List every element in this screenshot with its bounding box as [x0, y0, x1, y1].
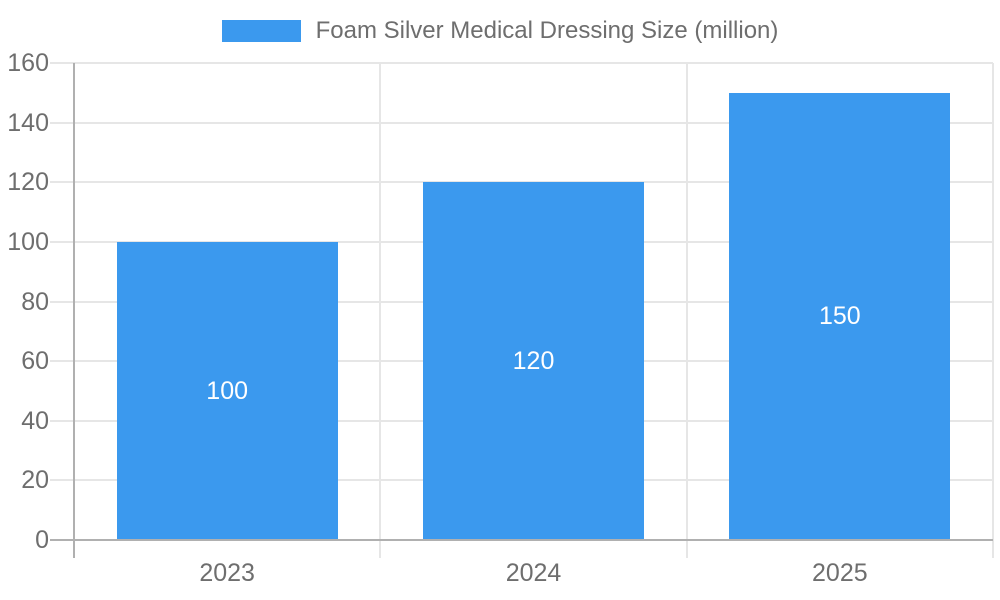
x-gridline-3 — [992, 63, 994, 558]
y-axis-tick-label: 160 — [7, 49, 49, 77]
legend-swatch[interactable] — [221, 20, 301, 42]
x-axis-tick-label: 2025 — [812, 559, 868, 587]
bar-value-label: 120 — [512, 347, 555, 376]
y-axis-line — [73, 63, 75, 558]
x-gridline-1 — [379, 63, 382, 558]
y-axis-tick-label: 0 — [35, 526, 49, 554]
bar-2023[interactable]: 100 — [116, 241, 338, 540]
bar-2025[interactable]: 150 — [729, 92, 951, 540]
legend-label: Foam Silver Medical Dressing Size (milli… — [315, 17, 779, 44]
y-axis-tick-label: 140 — [7, 108, 49, 137]
bar-2024[interactable]: 120 — [423, 182, 644, 540]
y-gridline-160 — [50, 62, 993, 64]
y-axis-tick-label: 100 — [7, 227, 49, 256]
y-axis-tick-label: 40 — [21, 406, 49, 435]
x-axis-line — [50, 539, 993, 541]
x-axis-tick-label: 2023 — [199, 559, 255, 587]
bar-value-label: 150 — [818, 302, 861, 331]
y-axis-tick-label: 120 — [7, 168, 49, 197]
y-axis-tick-label: 80 — [21, 287, 49, 316]
x-axis-tick-label: 2024 — [505, 559, 562, 587]
y-gridline-140 — [50, 121, 993, 124]
y-axis-tick-label: 60 — [21, 347, 49, 376]
y-axis-tick-label: 20 — [21, 466, 49, 495]
legend[interactable]: Foam Silver Medical Dressing Size (milli… — [0, 17, 1000, 45]
x-gridline-2 — [685, 63, 688, 558]
bar-value-label: 100 — [206, 376, 249, 405]
